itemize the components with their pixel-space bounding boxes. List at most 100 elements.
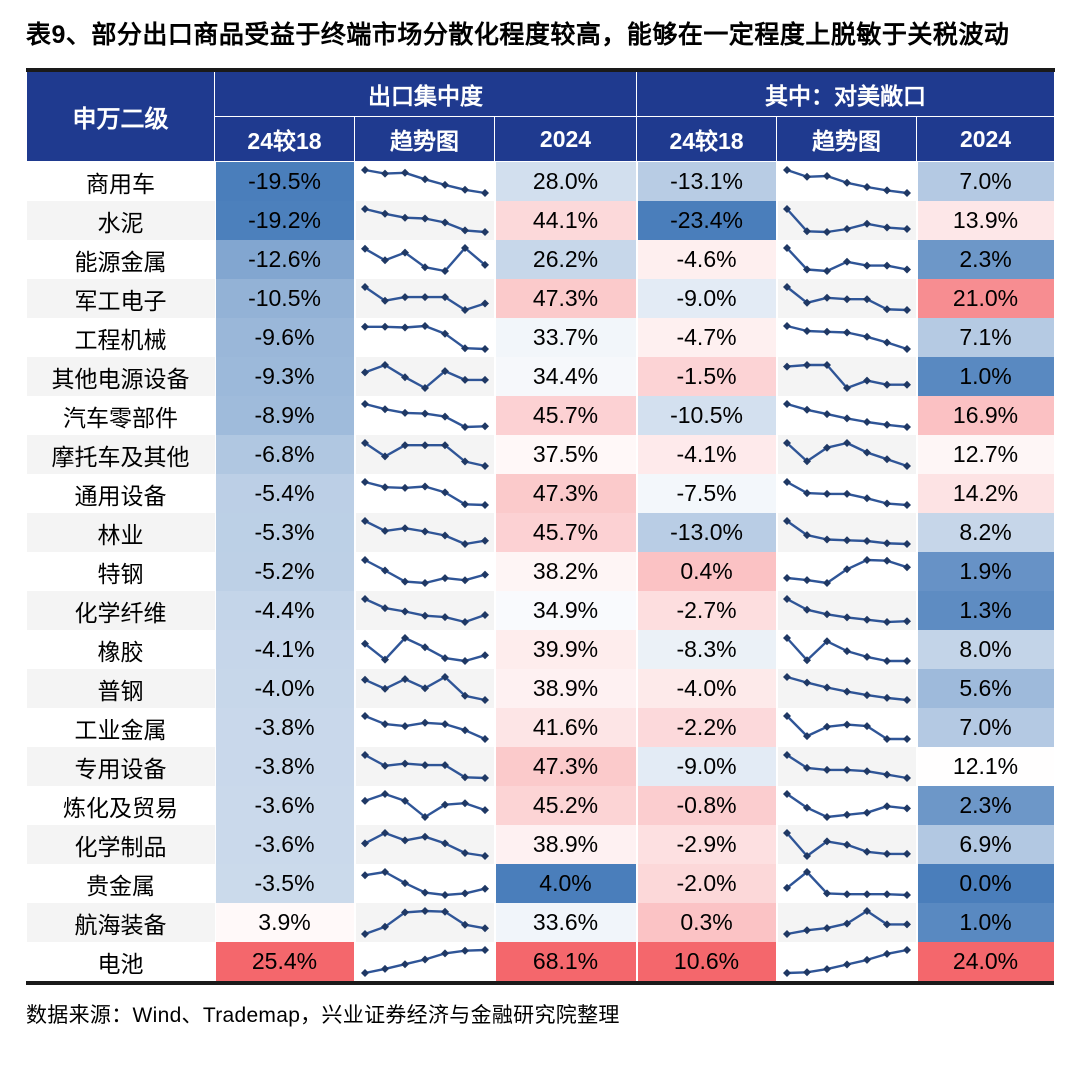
- us-change-value: -2.7%: [636, 591, 777, 630]
- industry-name: 工程机械: [74, 326, 167, 353]
- us-2024-value: 0.0%: [916, 864, 1055, 903]
- industry-name: 化学纤维: [26, 591, 215, 630]
- export-trend-sparkline: [354, 591, 495, 630]
- industry-name: 化学制品: [26, 825, 215, 864]
- export-2024-value: 47.3%: [494, 474, 637, 513]
- industry-name: 普钢: [26, 669, 215, 708]
- table-header: 申万二级 出口集中度 其中：对美敞口 24较18 趋势图 2024 24较18 …: [26, 69, 1056, 162]
- export-change-value: -3.6%: [214, 825, 355, 864]
- export-trend-sparkline: [354, 513, 495, 552]
- table-row: 工业金属 -3.8% 41.6% -2.2% 7.0%: [27, 708, 1055, 747]
- export-2024-value: 38.9%: [494, 669, 637, 708]
- us-trend-sparkline: [776, 357, 917, 396]
- export-2024-value: 45.7%: [494, 396, 637, 435]
- export-trend-sparkline: [354, 357, 495, 396]
- table-row: 水泥 -19.2% 44.1% -23.4% 13.9%: [26, 201, 1055, 240]
- us-change-value: -9.0%: [636, 747, 777, 786]
- us-trend-sparkline: [776, 630, 917, 669]
- export-trend-sparkline: [354, 201, 495, 240]
- us-2024-value: 7.1%: [916, 318, 1055, 357]
- us-change-value: -4.0%: [636, 669, 777, 708]
- export-2024-value: 68.1%: [494, 942, 637, 981]
- us-2024-value: 12.7%: [916, 435, 1055, 474]
- export-trend-sparkline: [354, 786, 495, 825]
- us-2024-value: 8.0%: [916, 630, 1055, 669]
- table-row: 电池 25.4% 68.1% 10.6% 24.0%: [27, 942, 1055, 981]
- export-2024-value: 34.4%: [494, 357, 637, 396]
- export-change-value: -10.5%: [214, 279, 355, 318]
- industry-name: 能源金属: [74, 248, 167, 275]
- us-2024-value: 7.0%: [916, 708, 1055, 747]
- us-trend-sparkline: [776, 201, 917, 240]
- export-trend-sparkline: [354, 864, 495, 903]
- us-change-value: -2.0%: [636, 864, 777, 903]
- table-container: 申万二级 出口集中度 其中：对美敞口 24较18 趋势图 2024 24较18 …: [26, 68, 1056, 985]
- export-trend-sparkline: [354, 903, 495, 942]
- us-change-value: -2.9%: [636, 825, 777, 864]
- export-change-value: -5.2%: [214, 552, 355, 591]
- us-trend-sparkline: [776, 240, 917, 279]
- us-2024-value: 5.6%: [916, 669, 1055, 708]
- us-2024-value: 13.9%: [916, 201, 1055, 240]
- export-2024-value: 41.6%: [494, 708, 637, 747]
- industry-name: 摩托车及其他: [26, 435, 215, 474]
- export-trend-sparkline: [354, 396, 495, 435]
- table-row: 林业 -5.3% 45.7% -13.0% 8.2%: [26, 513, 1055, 552]
- table-row: 炼化及贸易 -3.6% 45.2% -0.8% 2.3%: [27, 786, 1055, 825]
- export-change-value: -5.3%: [214, 513, 355, 552]
- table-body: 商用车 -19.5% 28.0% -13.1% 7.0% 水泥 -19.2% 44.1% -23…: [26, 161, 1055, 981]
- table-row: 通用设备 -5.4% 47.3% -7.5% 14.2%: [27, 474, 1055, 513]
- export-2024-value: 38.2%: [494, 552, 637, 591]
- header-group-us: 其中：对美敞口: [636, 69, 1056, 117]
- header-export-change: 24较18: [214, 116, 355, 162]
- export-trend-sparkline: [354, 161, 495, 201]
- us-trend-sparkline: [776, 786, 917, 825]
- industry-name: 水泥: [26, 201, 215, 240]
- table-row: 特钢 -5.2% 38.2% 0.4% 1.9%: [27, 552, 1055, 591]
- export-change-value: -9.3%: [214, 357, 355, 396]
- table-row: 商用车 -19.5% 28.0% -13.1% 7.0%: [27, 161, 1055, 201]
- industry-name: 特钢: [97, 560, 144, 587]
- us-trend-sparkline: [776, 825, 917, 864]
- us-trend-sparkline: [776, 474, 917, 513]
- table-row: 汽车零部件 -8.9% 45.7% -10.5% 16.9%: [27, 396, 1055, 435]
- export-change-value: -6.8%: [214, 435, 355, 474]
- us-2024-value: 16.9%: [916, 396, 1055, 435]
- export-change-value: -4.1%: [214, 630, 355, 669]
- table-row: 普钢 -4.0% 38.9% -4.0% 5.6%: [26, 669, 1055, 708]
- us-trend-sparkline: [776, 396, 917, 435]
- us-2024-value: 8.2%: [916, 513, 1055, 552]
- us-trend-sparkline: [776, 864, 917, 903]
- header-us-trend: 趋势图: [776, 116, 918, 162]
- us-2024-value: 1.0%: [916, 357, 1055, 396]
- export-change-value: -12.6%: [214, 240, 355, 279]
- industry-name: 其他电源设备: [26, 357, 215, 396]
- us-change-value: 0.3%: [636, 903, 777, 942]
- export-2024-value: 37.5%: [494, 435, 637, 474]
- export-2024-value: 38.9%: [494, 825, 637, 864]
- export-change-value: 25.4%: [214, 942, 355, 981]
- us-2024-value: 12.1%: [916, 747, 1055, 786]
- us-2024-value: 7.0%: [916, 161, 1055, 201]
- export-trend-sparkline: [354, 474, 495, 513]
- us-2024-value: 24.0%: [916, 942, 1055, 981]
- us-trend-sparkline: [776, 669, 917, 708]
- us-trend-sparkline: [776, 279, 917, 318]
- export-change-value: -4.4%: [214, 591, 355, 630]
- source-note: 数据来源：Wind、Trademap，兴业证券经济与金融研究院整理: [26, 1004, 620, 1027]
- export-2024-value: 47.3%: [494, 747, 637, 786]
- export-trend-sparkline: [354, 435, 495, 474]
- export-change-value: -9.6%: [214, 318, 355, 357]
- table-row: 其他电源设备 -9.3% 34.4% -1.5% 1.0%: [26, 357, 1055, 396]
- export-2024-value: 4.0%: [494, 864, 637, 903]
- export-2024-value: 34.9%: [494, 591, 637, 630]
- export-trend-sparkline: [354, 279, 495, 318]
- industry-name: 贵金属: [86, 872, 155, 899]
- industry-name: 炼化及贸易: [63, 794, 178, 821]
- header-group-row: 申万二级 出口集中度 其中：对美敞口: [26, 69, 1056, 162]
- table-row: 专用设备 -3.8% 47.3% -9.0% 12.1%: [26, 747, 1055, 786]
- header-sub-row: 24较18 趋势图 2024 24较18 趋势图 2024: [27, 116, 1056, 162]
- export-2024-value: 28.0%: [494, 161, 637, 201]
- us-change-value: -9.0%: [636, 279, 777, 318]
- us-change-value: -8.3%: [636, 630, 777, 669]
